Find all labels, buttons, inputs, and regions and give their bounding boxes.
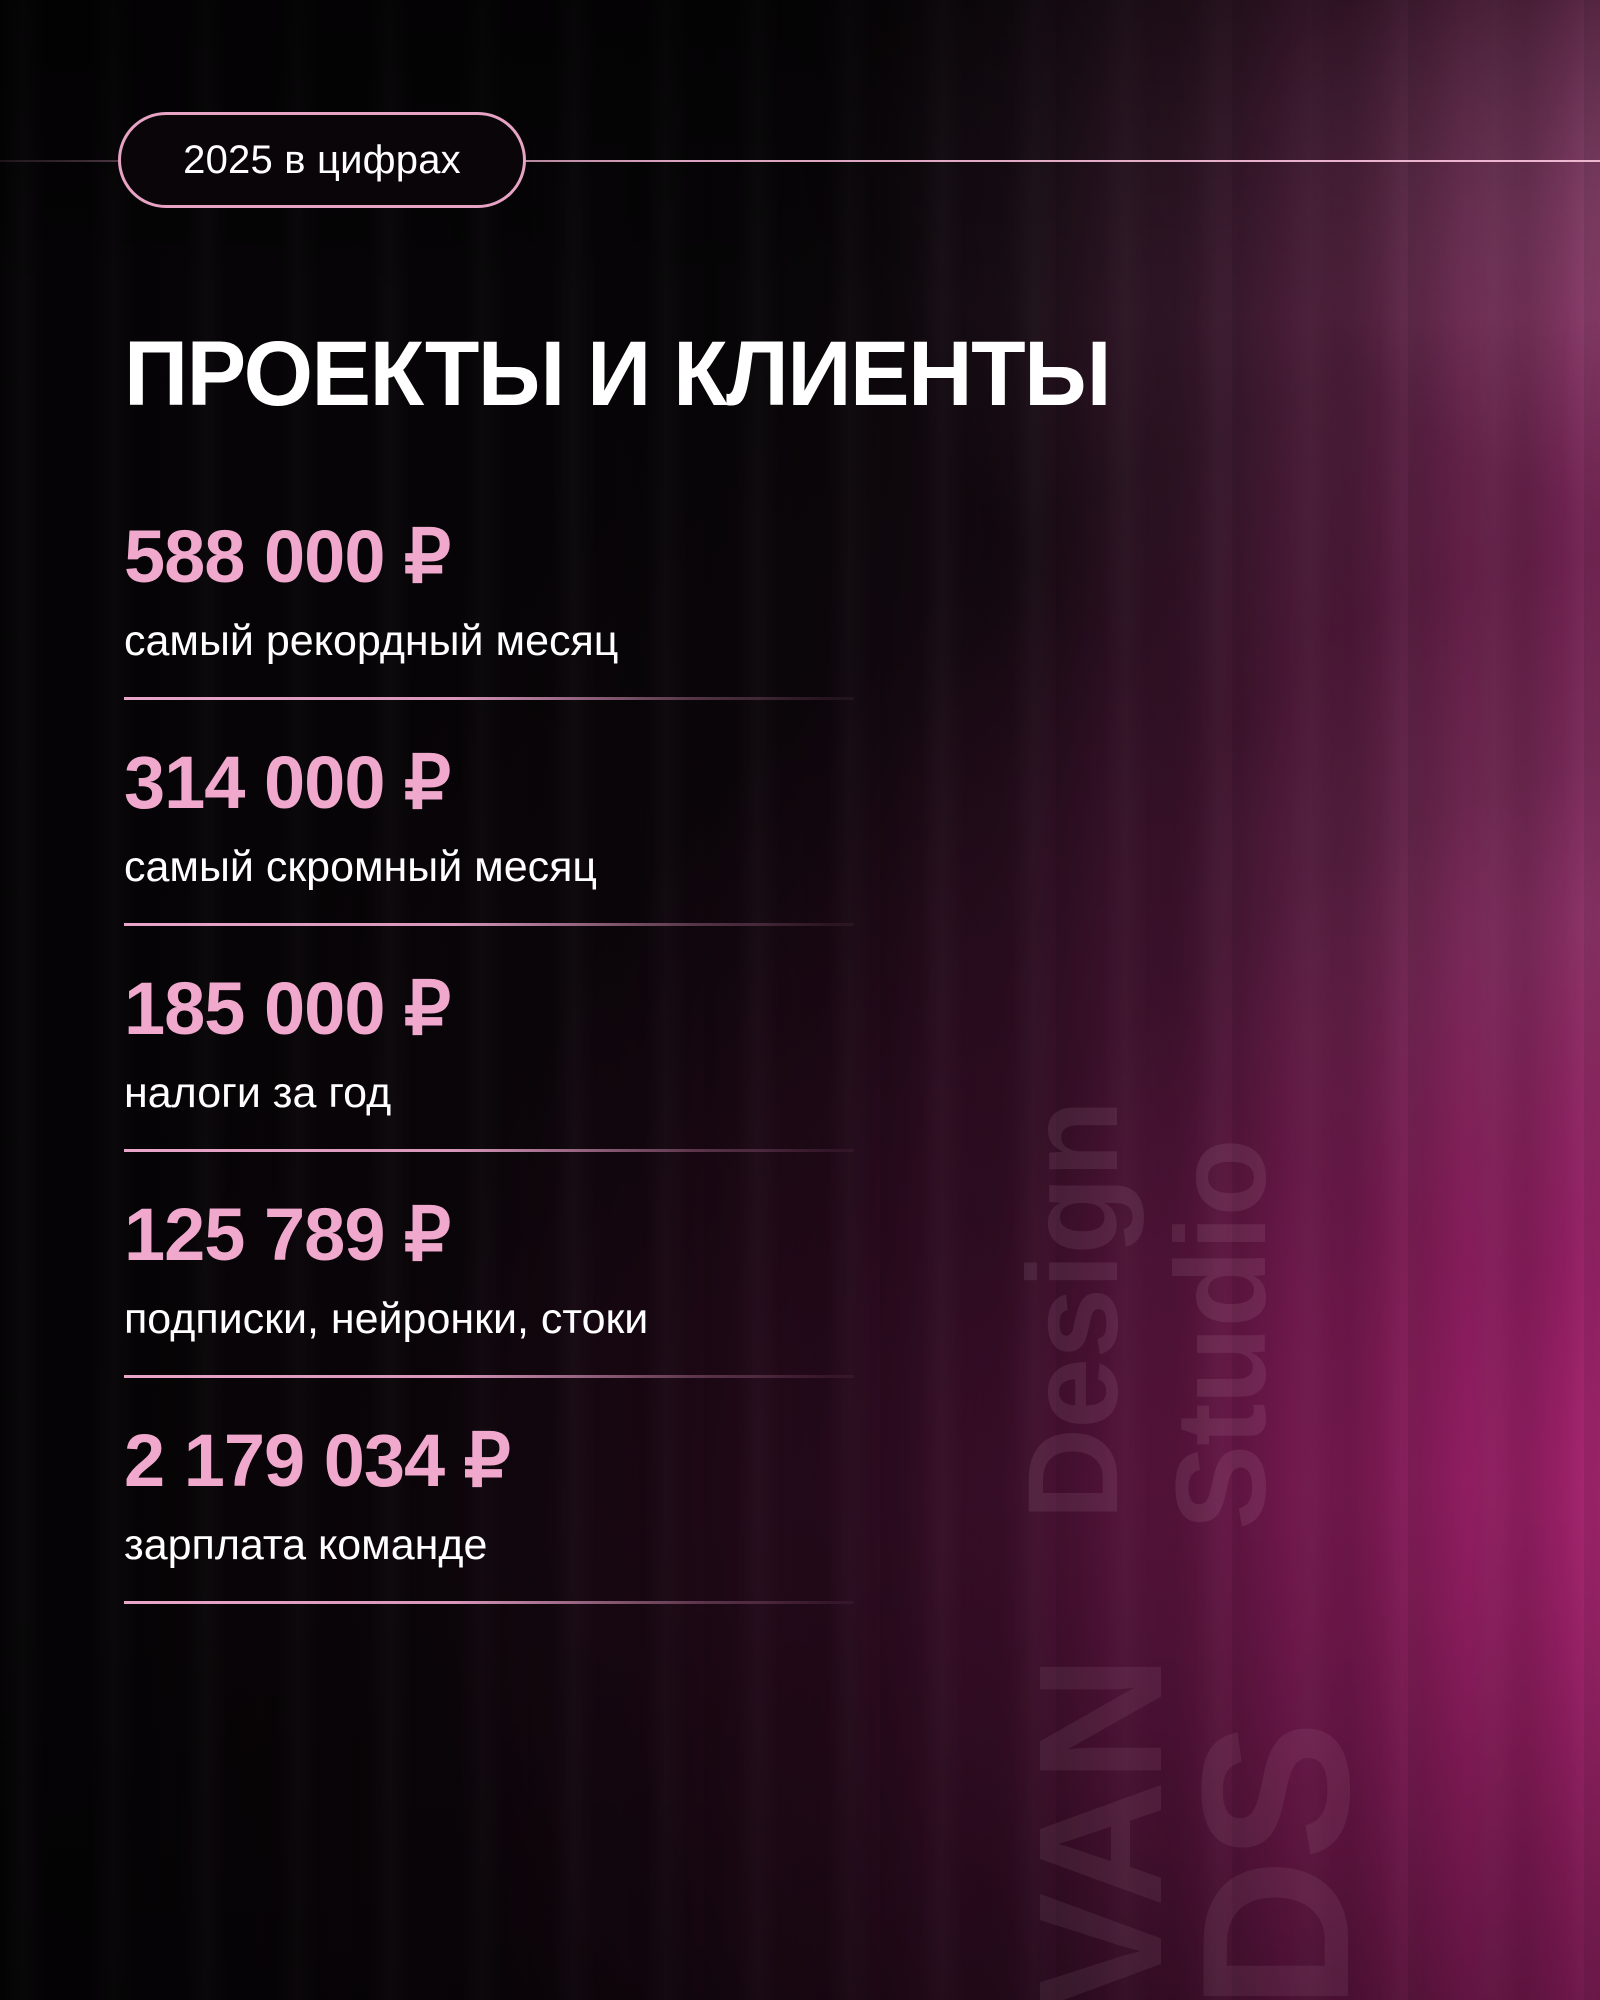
stat-value: 588 000 ₽ (124, 515, 451, 598)
stat-divider (124, 697, 854, 700)
stat-divider (124, 1375, 854, 1378)
stat-divider (124, 1601, 854, 1604)
watermark-ds: DS (1158, 1722, 1393, 2000)
stat-value: 2 179 034 ₽ (124, 1419, 511, 1502)
header-rule (0, 160, 1600, 162)
stat-label: зарплата команде (124, 1521, 488, 1569)
stat-value: 185 000 ₽ (124, 967, 451, 1050)
stat-label: подписки, нейронки, стоки (124, 1295, 649, 1343)
stat-value: 125 789 ₽ (124, 1193, 451, 1276)
stat-row: 125 789 ₽ подписки, нейронки, стоки (124, 1198, 854, 1378)
page-title: ПРОЕКТЫ И КЛИЕНТЫ (124, 323, 1112, 425)
year-badge: 2025 в цифрах (118, 112, 526, 208)
stat-row: 314 000 ₽ самый скромный месяц (124, 746, 854, 926)
stat-divider (124, 1149, 854, 1152)
watermark-design: Design (1002, 1100, 1145, 1520)
year-badge-label: 2025 в цифрах (183, 137, 461, 182)
stat-row: 185 000 ₽ налоги за год (124, 972, 854, 1152)
stat-label: самый рекордный месяц (124, 617, 619, 665)
stat-label: самый скромный месяц (124, 843, 598, 891)
stat-row: 588 000 ₽ самый рекордный месяц (124, 520, 854, 700)
watermark-studio: Studio (1150, 1139, 1293, 1530)
stats-list: 588 000 ₽ самый рекордный месяц 314 000 … (124, 520, 854, 1604)
stat-row: 2 179 034 ₽ зарплата команде (124, 1424, 854, 1604)
stat-divider (124, 923, 854, 926)
stat-value: 314 000 ₽ (124, 741, 451, 824)
stat-label: налоги за год (124, 1069, 392, 1117)
